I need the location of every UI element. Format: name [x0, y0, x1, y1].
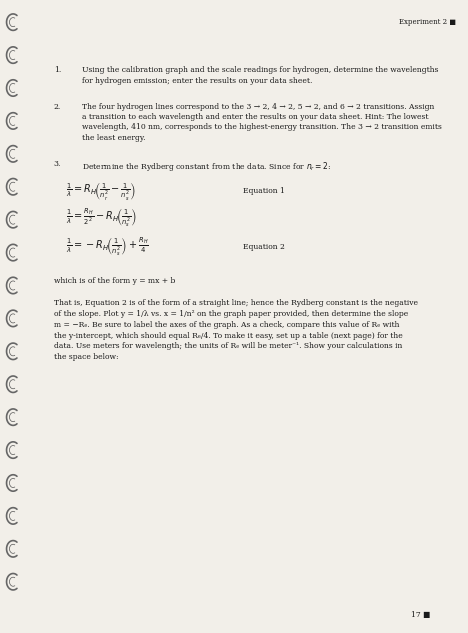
Text: Determine the Rydberg constant from the data. Since for $n_r = 2$:: Determine the Rydberg constant from the …: [82, 160, 331, 173]
Text: $\frac{1}{\lambda} = -R_H\!\left(\frac{1}{n_s^2}\right) + \frac{R_H}{4}$: $\frac{1}{\lambda} = -R_H\!\left(\frac{1…: [66, 235, 148, 258]
Text: 2.: 2.: [54, 103, 61, 111]
Text: Equation 1: Equation 1: [243, 187, 285, 195]
Text: 1.: 1.: [54, 66, 61, 75]
Text: Using the calibration graph and the scale readings for hydrogen, determine the w: Using the calibration graph and the scal…: [82, 66, 439, 85]
Text: 3.: 3.: [54, 160, 61, 168]
Text: 17 ■: 17 ■: [411, 611, 431, 619]
Text: $\frac{1}{\lambda} = R_H\!\left(\frac{1}{n_r^2} - \frac{1}{n_s^2}\right)$: $\frac{1}{\lambda} = R_H\!\left(\frac{1}…: [66, 180, 136, 202]
Text: Equation 2: Equation 2: [243, 243, 285, 251]
Text: The four hydrogen lines correspond to the 3 → 2, 4 → 2, 5 → 2, and 6 → 2 transit: The four hydrogen lines correspond to th…: [82, 103, 442, 142]
Text: That is, Equation 2 is of the form of a straight line; hence the Rydberg constan: That is, Equation 2 is of the form of a …: [54, 299, 418, 361]
Text: which is of the form y = mx + b: which is of the form y = mx + b: [54, 277, 175, 285]
Text: Experiment 2 ■: Experiment 2 ■: [399, 18, 456, 26]
Text: $\frac{1}{\lambda} = \frac{R_H}{2^2} - R_H\!\left(\frac{1}{n_s^2}\right)$: $\frac{1}{\lambda} = \frac{R_H}{2^2} - R…: [66, 206, 137, 229]
